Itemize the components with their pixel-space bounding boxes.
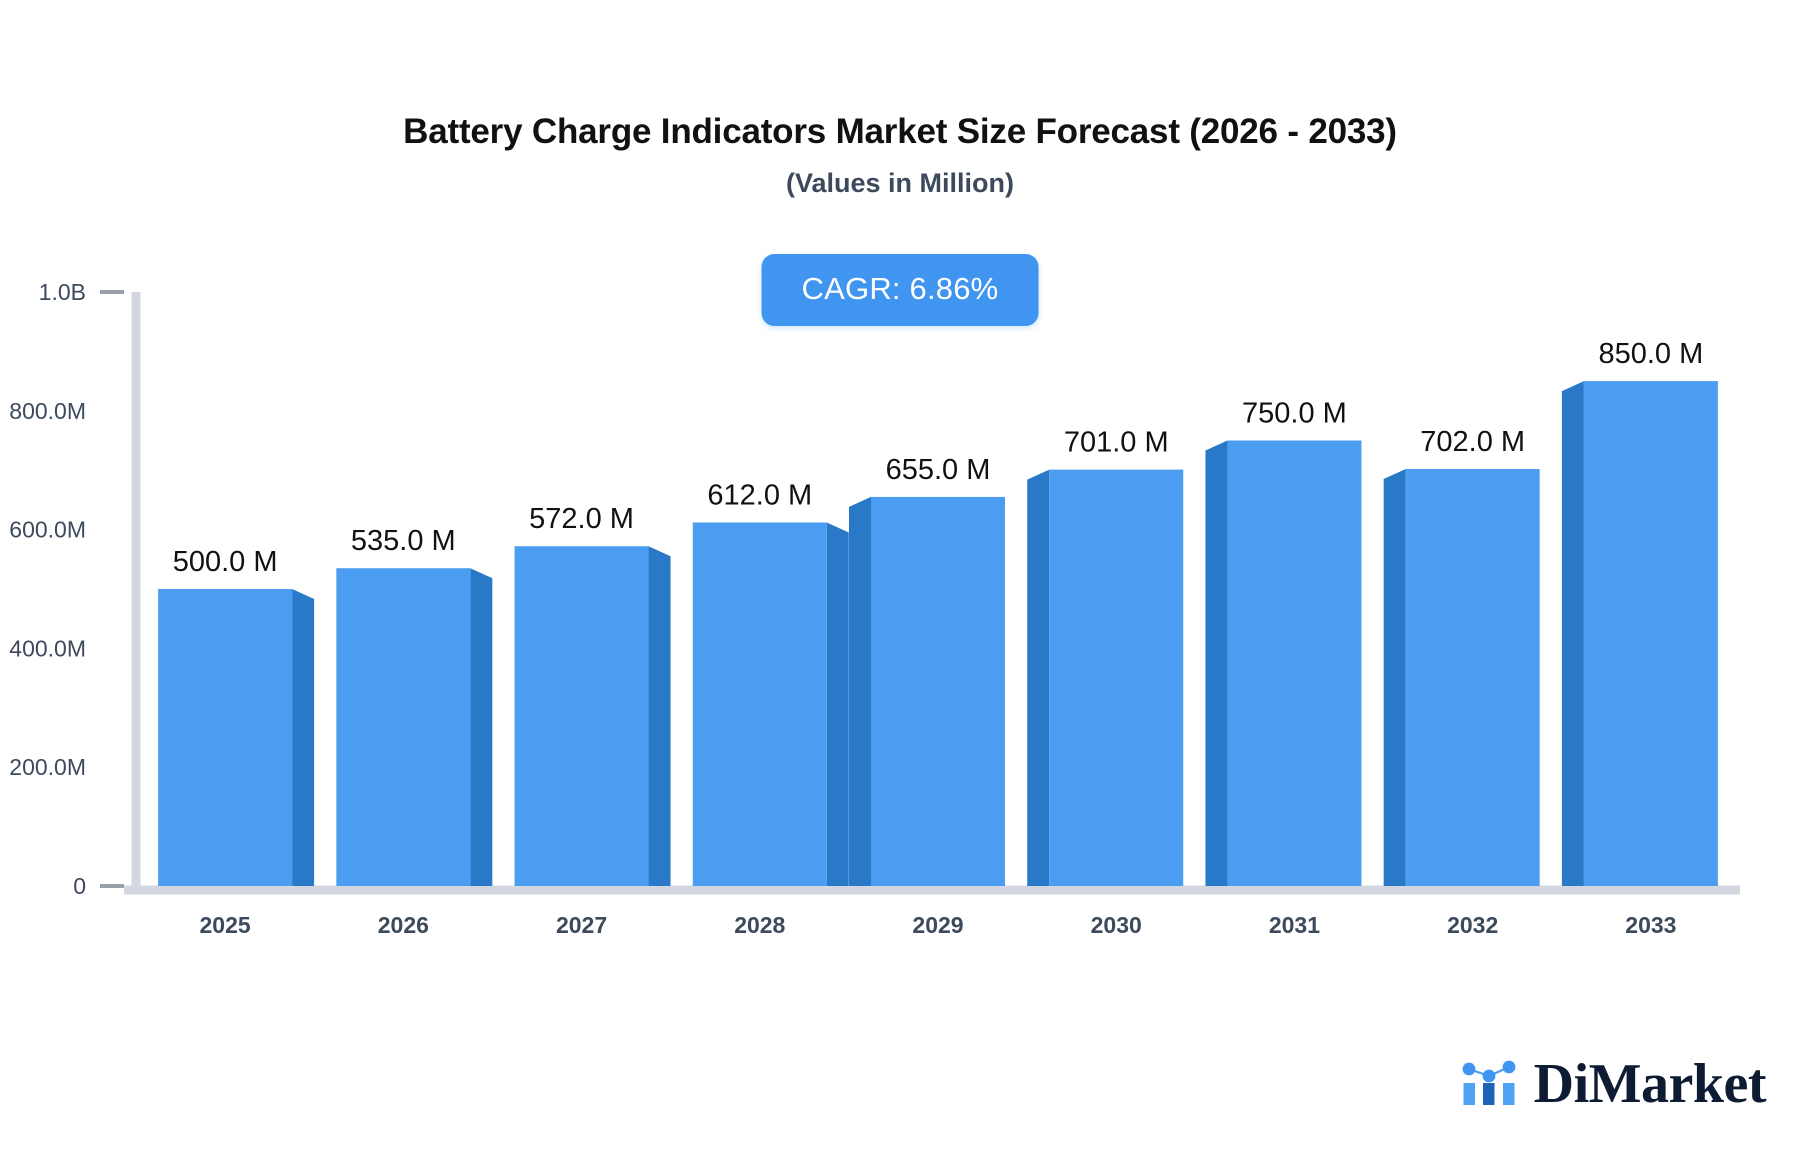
bar-chart-plot: 0 200.0M 400.0M 600.0M 800.0M 1.0B 500.0 M 535… (9, 279, 1740, 938)
bar-front-face (336, 568, 471, 886)
y-axis-tick-label: 400.0M (9, 635, 86, 661)
y-axis-tick-labels: 0 200.0M 400.0M 600.0M 800.0M 1.0B (9, 279, 86, 899)
y-axis-tick-marks (100, 290, 124, 888)
bar-2033 (1561, 381, 1718, 886)
y-axis-tick-label: 0 (73, 873, 86, 899)
bar-side-face (292, 589, 315, 886)
bar-2028 (692, 522, 849, 886)
bar-front-face (158, 589, 293, 886)
y-axis-tick-label: 200.0M (9, 754, 86, 780)
bar-side-face (1027, 469, 1050, 886)
bar-2027 (514, 546, 671, 886)
y-axis-tick-label: 800.0M (9, 398, 86, 424)
bar-2025 (158, 589, 315, 886)
bar-side-face (470, 568, 493, 886)
chart-subtitle: (Values in Million) (785, 168, 1015, 198)
bar-value-label: 702.0 M (1420, 426, 1525, 458)
bar-value-label: 572.0 M (529, 503, 634, 535)
bar-front-face (1227, 440, 1362, 886)
cagr-badge: CAGR: 6.86% (761, 254, 1039, 326)
bar-side-face (1383, 469, 1406, 886)
bar-chart-trend-icon (1460, 1057, 1518, 1112)
bar-value-label: 750.0 M (1242, 398, 1347, 430)
y-axis-tick-label: 1.0B (39, 279, 86, 305)
bar-side-face (648, 546, 671, 886)
x-axis-tick-label: 2025 (200, 912, 251, 938)
x-axis-tick-labels: 2025 2026 2027 2028 2029 2030 2031 2032 2033 (200, 912, 1677, 938)
bar-2030 (1027, 469, 1184, 886)
bar-value-label: 850.0 M (1598, 338, 1703, 370)
bar-2032 (1383, 469, 1540, 886)
x-axis-tick-label: 2032 (1447, 912, 1498, 938)
x-axis-tick-label: 2033 (1625, 912, 1676, 938)
x-axis-tick-label: 2029 (912, 912, 963, 938)
bar-front-face (1583, 381, 1718, 886)
bar-value-label: 500.0 M (173, 546, 278, 578)
bar-value-label: 612.0 M (707, 479, 812, 511)
bar-value-label: 535.0 M (351, 525, 456, 557)
bar-side-face (849, 496, 871, 886)
bar-side-face (826, 522, 849, 886)
bar-2029 (849, 496, 1005, 886)
y-axis-tick-label: 600.0M (9, 517, 86, 543)
chart-title: Battery Charge Indicators Market Size Fo… (403, 112, 1397, 151)
logo-wordmark: DiMarket (1533, 1053, 1767, 1115)
bar-2031 (1205, 440, 1362, 886)
x-axis-tick-label: 2031 (1269, 912, 1320, 938)
bar-value-labels: 500.0 M 535.0 M 572.0 M 612.0 M 655.0 M 701.0… (173, 338, 1704, 578)
bar-side-face (1205, 440, 1228, 886)
x-axis-tick-label: 2030 (1091, 912, 1142, 938)
bar-front-face (1405, 469, 1540, 886)
bars-group (158, 381, 1718, 886)
x-axis-tick-label: 2028 (734, 912, 785, 938)
x-axis-tick-label: 2026 (378, 912, 429, 938)
bar-front-face (692, 522, 827, 886)
bar-front-face (871, 496, 1005, 886)
dimarket-logo: DiMarket (1460, 1053, 1767, 1115)
bar-2026 (336, 568, 493, 886)
bar-side-face (1561, 381, 1584, 886)
x-axis-tick-label: 2027 (556, 912, 607, 938)
bar-value-label: 655.0 M (886, 454, 991, 486)
bar-value-label: 701.0 M (1064, 427, 1169, 459)
bar-front-face (1049, 469, 1184, 886)
bar-front-face (514, 546, 649, 886)
